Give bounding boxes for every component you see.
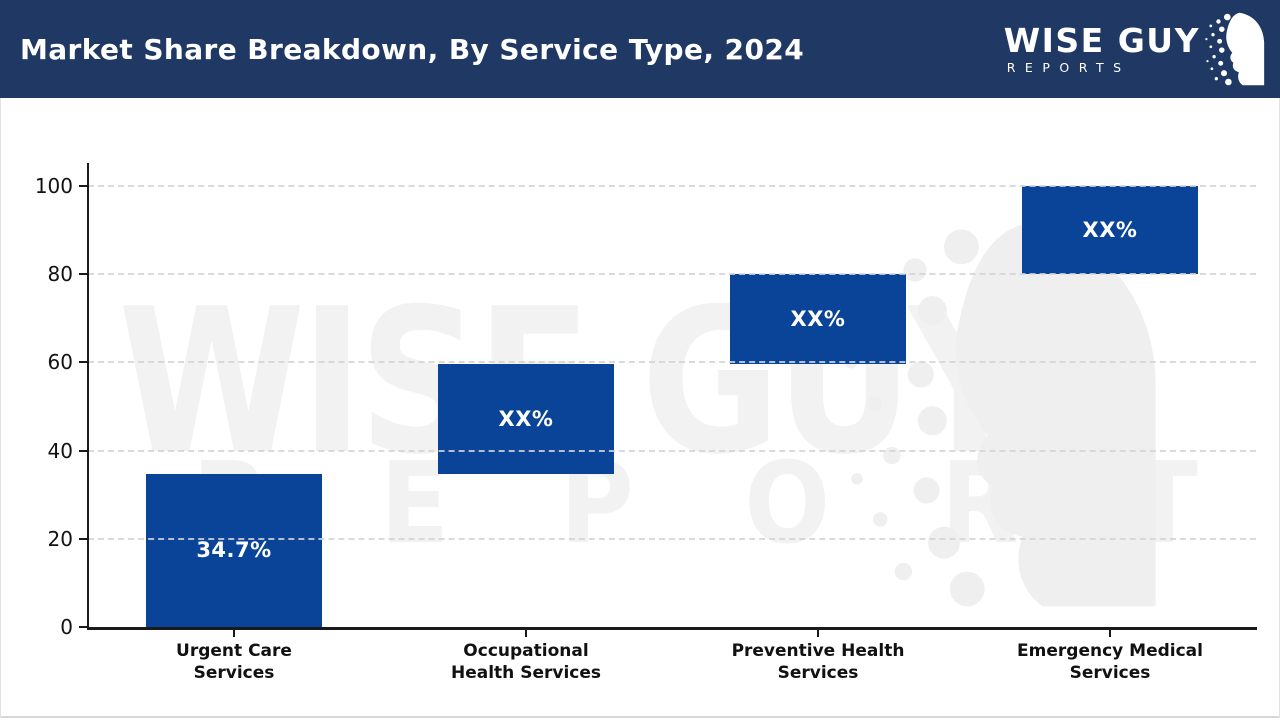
category-label-line2: Services bbox=[193, 663, 275, 684]
wiseguy-face-icon bbox=[1205, 12, 1265, 86]
gridline bbox=[88, 449, 1256, 452]
bar-value-label: 34.7% bbox=[196, 538, 272, 563]
left-border bbox=[0, 98, 1, 718]
bottom-border bbox=[0, 716, 1280, 718]
wiseguy-logo: WISE GUY REPORTS bbox=[1004, 10, 1268, 88]
category-label: Occupational Health Services bbox=[396, 640, 656, 685]
category-label-line1: Urgent Care bbox=[176, 641, 292, 661]
bar: XX% bbox=[1022, 186, 1198, 275]
y-axis-line bbox=[87, 163, 89, 629]
category-label-line1: Occupational bbox=[463, 641, 589, 661]
y-tick bbox=[79, 537, 88, 540]
bar: XX% bbox=[438, 363, 614, 474]
y-tick bbox=[79, 626, 88, 628]
category-label-line1: Preventive Health bbox=[731, 641, 905, 661]
y-tick bbox=[79, 273, 88, 276]
y-tick bbox=[79, 185, 88, 187]
logo-text: WISE GUY REPORTS bbox=[1004, 24, 1200, 75]
x-tick bbox=[1109, 629, 1111, 637]
y-tick-label: 100 bbox=[34, 174, 73, 198]
x-tick bbox=[525, 629, 527, 637]
chart-title: Market Share Breakdown, By Service Type,… bbox=[20, 32, 805, 66]
gridline bbox=[88, 185, 1256, 187]
y-tick-label: 60 bbox=[47, 350, 73, 375]
logo-wordmark: WISE GUY bbox=[1003, 20, 1200, 60]
category-label-line2: Services bbox=[1069, 663, 1151, 684]
bar-value-label: XX% bbox=[1082, 218, 1138, 243]
y-tick bbox=[79, 449, 88, 452]
category-label-line2: Health Services bbox=[451, 663, 601, 684]
bar: 34.7% bbox=[146, 473, 322, 627]
category-label-line2: Services bbox=[777, 663, 859, 684]
bar-value-label: XX% bbox=[498, 406, 554, 431]
y-tick-label: 80 bbox=[47, 262, 73, 287]
bar-value-label: XX% bbox=[790, 306, 846, 331]
bar: XX% bbox=[730, 274, 906, 364]
category-label: Preventive Health Services bbox=[688, 640, 948, 685]
header-bar: Market Share Breakdown, By Service Type,… bbox=[0, 0, 1280, 98]
y-tick-label: 40 bbox=[47, 438, 73, 463]
logo-subtext: REPORTS bbox=[1006, 59, 1131, 75]
y-tick bbox=[79, 361, 88, 364]
gridline bbox=[88, 361, 1256, 364]
gridline bbox=[88, 273, 1256, 276]
y-tick-label: 20 bbox=[47, 526, 73, 551]
x-tick bbox=[233, 629, 235, 637]
x-axis-line bbox=[87, 627, 1257, 630]
category-label: Emergency Medical Services bbox=[980, 640, 1240, 685]
category-label-line1: Emergency Medical bbox=[1017, 641, 1203, 661]
category-label: Urgent Care Services bbox=[104, 640, 364, 685]
y-tick-label: 0 bbox=[60, 615, 73, 639]
gridline bbox=[88, 537, 1256, 540]
x-tick bbox=[817, 629, 819, 637]
